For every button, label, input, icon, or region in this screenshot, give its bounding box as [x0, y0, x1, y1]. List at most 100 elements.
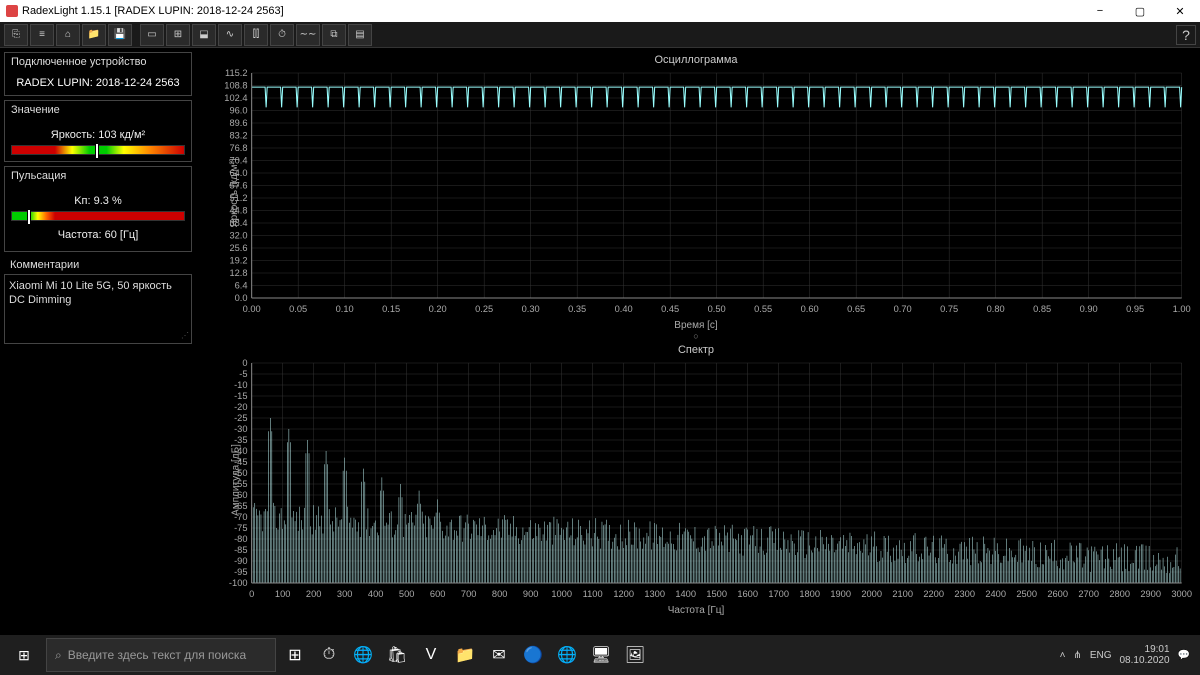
- svg-text:3000: 3000: [1171, 589, 1192, 599]
- svg-text:1200: 1200: [613, 589, 634, 599]
- svg-text:-95: -95: [234, 567, 247, 577]
- pulsation-marker: [27, 209, 31, 225]
- resize-handle-icon[interactable]: ⋰: [181, 331, 189, 341]
- svg-text:-30: -30: [234, 424, 247, 434]
- svg-text:300: 300: [337, 589, 353, 599]
- toolbar-button-0[interactable]: ⎘: [4, 24, 28, 46]
- app-icon: [6, 5, 18, 17]
- taskbar-app-4[interactable]: V: [414, 635, 448, 675]
- oscilloscope-title: Осциллограмма: [200, 52, 1192, 68]
- spectrum-ylabel: Амплитуда [дБ]: [230, 444, 241, 516]
- search-box[interactable]: ⌕ Введите здесь текст для поиска: [46, 638, 276, 672]
- svg-text:0.45: 0.45: [661, 304, 679, 314]
- svg-text:-100: -100: [229, 578, 248, 588]
- taskbar: ⊞ ⌕ Введите здесь текст для поиска ⊞⏱🌐🛍V…: [0, 635, 1200, 675]
- svg-text:0.70: 0.70: [894, 304, 912, 314]
- toolbar-button-9[interactable]: ∿: [218, 24, 242, 46]
- svg-text:115.2: 115.2: [225, 68, 248, 78]
- frequency-label: Частота: 60 [Гц]: [11, 229, 185, 241]
- oscilloscope-svg[interactable]: 115.2108.8102.496.089.683.276.870.464.05…: [200, 68, 1192, 318]
- toolbar-button-8[interactable]: ⬓: [192, 24, 216, 46]
- toolbar-button-10[interactable]: ⫿⫿: [244, 24, 268, 46]
- oscilloscope-chart: Осциллограмма Яркость [кд/м²] 115.2 108.8…: [200, 52, 1192, 342]
- svg-text:0.10: 0.10: [336, 304, 354, 314]
- svg-text:0.60: 0.60: [801, 304, 819, 314]
- svg-text:0.20: 0.20: [429, 304, 447, 314]
- brightness-label: Яркость: 103 кд/м²: [11, 129, 185, 141]
- taskbar-app-10[interactable]: 🖼: [618, 635, 652, 675]
- toolbar-button-14[interactable]: ▤: [348, 24, 372, 46]
- toolbar-button-13[interactable]: ⧉: [322, 24, 346, 46]
- minimize-button[interactable]: −: [1080, 0, 1120, 22]
- svg-text:-90: -90: [234, 556, 247, 566]
- system-tray: ˄ ⋔ ENG 19:01 08.10.2020 💬: [1060, 644, 1196, 666]
- spectrum-title: Спектр: [200, 342, 1192, 358]
- taskbar-app-8[interactable]: 🌐: [550, 635, 584, 675]
- pulsation-panel: Пульсация Kп: 9.3 % Частота: 60 [Гц]: [4, 166, 192, 252]
- svg-text:0.85: 0.85: [1033, 304, 1051, 314]
- svg-text:700: 700: [461, 589, 477, 599]
- taskbar-app-7[interactable]: 🔵: [516, 635, 550, 675]
- tray-up-icon[interactable]: ˄: [1060, 650, 1066, 661]
- taskbar-app-2[interactable]: 🌐: [346, 635, 380, 675]
- svg-text:1300: 1300: [644, 589, 665, 599]
- taskbar-app-0[interactable]: ⊞: [278, 635, 312, 675]
- svg-text:-85: -85: [234, 545, 247, 555]
- taskbar-app-9[interactable]: 🖥: [584, 635, 618, 675]
- svg-text:25.6: 25.6: [229, 243, 247, 253]
- kp-label: Kп: 9.3 %: [11, 195, 185, 207]
- svg-text:1500: 1500: [706, 589, 727, 599]
- svg-text:800: 800: [492, 589, 508, 599]
- svg-text:0.0: 0.0: [235, 293, 248, 303]
- svg-text:-75: -75: [234, 523, 247, 533]
- window-titlebar: RadexLight 1.15.1 [RADEX LUPIN: 2018-12-…: [0, 0, 1200, 22]
- toolbar-button-1[interactable]: ≡: [30, 24, 54, 46]
- svg-text:0.15: 0.15: [382, 304, 400, 314]
- svg-text:0.25: 0.25: [475, 304, 493, 314]
- toolbar-button-6[interactable]: ▭: [140, 24, 164, 46]
- svg-text:2500: 2500: [1016, 589, 1037, 599]
- svg-text:0.95: 0.95: [1126, 304, 1144, 314]
- help-button[interactable]: ?: [1176, 25, 1196, 45]
- svg-text:0: 0: [249, 589, 254, 599]
- spectrum-svg[interactable]: 0-5-10-15-20-25-30-35-40-45-50-55-60-65-…: [200, 358, 1192, 603]
- search-placeholder: Введите здесь текст для поиска: [68, 648, 246, 662]
- tray-language[interactable]: ENG: [1090, 650, 1112, 661]
- toolbar-button-7[interactable]: ⊞: [166, 24, 190, 46]
- svg-text:108.8: 108.8: [224, 81, 247, 91]
- oscilloscope-xlabel: Время [c]: [200, 320, 1192, 331]
- charts-area: Осциллограмма Яркость [кд/м²] 115.2 108.8…: [196, 48, 1200, 635]
- tray-notifications-icon[interactable]: 💬: [1178, 650, 1190, 661]
- svg-text:2700: 2700: [1078, 589, 1099, 599]
- svg-text:76.8: 76.8: [229, 143, 247, 153]
- start-button[interactable]: ⊞: [4, 635, 44, 675]
- taskbar-app-5[interactable]: 📁: [448, 635, 482, 675]
- taskbar-app-3[interactable]: 🛍: [380, 635, 414, 675]
- svg-text:19.2: 19.2: [229, 256, 247, 266]
- toolbar-button-11[interactable]: ⏱: [270, 24, 294, 46]
- maximize-button[interactable]: ▢: [1120, 0, 1160, 22]
- svg-text:2100: 2100: [892, 589, 913, 599]
- toolbar-button-12[interactable]: ∼∼: [296, 24, 320, 46]
- svg-text:-80: -80: [234, 534, 247, 544]
- taskbar-app-1[interactable]: ⏱: [312, 635, 346, 675]
- svg-text:0.35: 0.35: [568, 304, 586, 314]
- taskbar-app-6[interactable]: ✉: [482, 635, 516, 675]
- comments-textarea[interactable]: Xiaomi Mi 10 Lite 5G, 50 яркостьDC Dimmi…: [4, 274, 192, 344]
- svg-text:0.90: 0.90: [1080, 304, 1098, 314]
- tray-network-icon[interactable]: ⋔: [1073, 650, 1081, 661]
- svg-text:102.4: 102.4: [224, 93, 247, 103]
- svg-text:1100: 1100: [583, 589, 603, 599]
- svg-text:-15: -15: [234, 391, 247, 401]
- close-button[interactable]: ✕: [1160, 0, 1200, 22]
- svg-text:0.40: 0.40: [615, 304, 633, 314]
- svg-text:0.50: 0.50: [708, 304, 726, 314]
- comments-header: Комментарии: [4, 256, 192, 274]
- toolbar-button-2[interactable]: ⌂: [56, 24, 80, 46]
- oscilloscope-ylabel: Яркость [кд/м²]: [229, 158, 240, 227]
- toolbar-button-4[interactable]: 💾: [108, 24, 132, 46]
- svg-text:0: 0: [242, 358, 247, 368]
- tray-clock[interactable]: 19:01 08.10.2020: [1119, 644, 1169, 666]
- svg-text:-10: -10: [234, 380, 247, 390]
- toolbar-button-3[interactable]: 📁: [82, 24, 106, 46]
